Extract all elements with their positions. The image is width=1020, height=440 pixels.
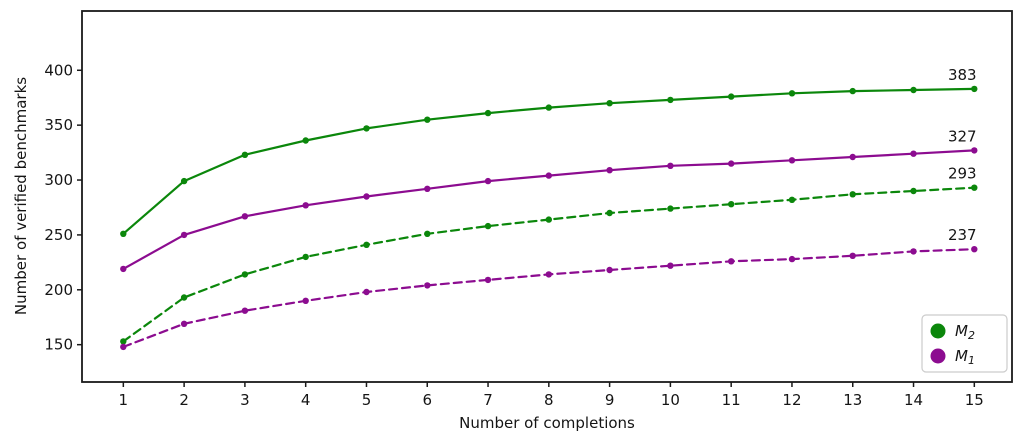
data-point-M1-dashed [484, 276, 492, 284]
plot-border [81, 10, 1013, 383]
x-tick-label: 1 [119, 391, 129, 409]
data-point-M1-dashed [667, 262, 674, 269]
x-tick-label: 5 [362, 391, 372, 409]
data-point-M1-dashed [424, 282, 431, 289]
x-tick-label: 9 [605, 391, 615, 409]
data-point-M1-solid [363, 193, 370, 200]
data-point-M1-dashed [241, 307, 249, 314]
data-point-M1-dashed [910, 248, 917, 255]
data-point-M1-dashed [971, 246, 978, 253]
data-point-M1-dashed [545, 271, 552, 278]
data-point-M1-dashed [728, 258, 735, 265]
data-point-M2-dashed [484, 222, 492, 230]
data-point-M1-solid [120, 265, 127, 273]
data-point-M2-solid [241, 151, 249, 158]
series-line-M1-solid [122, 149, 976, 270]
x-tick-label: 14 [904, 391, 923, 409]
data-point-M1-solid [728, 160, 735, 167]
x-tick-label: 11 [722, 391, 741, 409]
series-line-M2-dashed [122, 186, 976, 343]
data-point-M1-solid [424, 185, 431, 192]
y-tick-label: 400 [44, 61, 73, 79]
legend-label-subscript: 2 [968, 329, 975, 342]
x-tick-label: 3 [240, 391, 250, 409]
data-point-M1-solid [545, 172, 552, 179]
data-point-M2-solid [667, 96, 674, 104]
y-tick-label: 150 [44, 336, 73, 354]
endpoint-label-M1-dashed: 237 [948, 226, 977, 244]
data-point-M1-solid [910, 150, 917, 157]
data-point-M2-dashed [667, 205, 674, 212]
endpoint-label-M2-dashed: 293 [948, 165, 977, 183]
x-tick-label: 8 [544, 391, 554, 409]
y-tick-label: 250 [44, 226, 73, 244]
data-point-M2-dashed [849, 191, 856, 198]
data-point-M2-dashed [120, 338, 127, 345]
data-point-M1-solid [241, 213, 249, 220]
y-axis-label: Number of verified benchmarks [12, 77, 30, 315]
data-point-M2-solid [788, 90, 796, 97]
data-point-M2-solid [606, 100, 613, 107]
data-point-M2-dashed [424, 230, 431, 237]
data-point-M2-dashed [971, 184, 978, 191]
data-point-M2-dashed [606, 209, 613, 217]
y-tick-label: 350 [44, 116, 73, 134]
data-point-M2-dashed [363, 241, 370, 248]
data-point-M2-solid [424, 116, 431, 123]
data-point-M1-dashed [606, 266, 613, 274]
data-point-M2-dashed [302, 253, 309, 261]
data-point-M2-solid [484, 109, 492, 117]
x-tick-label: 6 [422, 391, 432, 409]
data-point-M2-solid [302, 137, 309, 144]
x-tick-label: 12 [782, 391, 801, 409]
data-point-M2-solid [545, 104, 552, 111]
data-point-M2-dashed [788, 196, 796, 203]
legend-swatch-m2 [930, 323, 946, 339]
data-point-M2-dashed [545, 216, 552, 223]
data-point-M1-solid [302, 202, 309, 209]
data-point-M1-solid [667, 162, 674, 169]
data-point-M2-solid [363, 125, 370, 132]
data-point-M1-solid [971, 147, 978, 154]
endpoint-label-M1-solid: 327 [948, 127, 977, 145]
x-tick-label: 15 [965, 391, 984, 409]
data-point-M2-dashed [910, 187, 917, 195]
data-point-M1-solid [849, 153, 856, 161]
data-point-M2-solid [180, 177, 188, 185]
data-point-M2-solid [120, 230, 127, 237]
data-point-M1-solid [180, 231, 188, 239]
data-point-M2-solid [728, 93, 735, 100]
x-axis-label: Number of completions [459, 414, 635, 432]
data-point-M2-dashed [728, 201, 735, 208]
data-point-M1-solid [606, 167, 613, 174]
data-point-M2-solid [910, 86, 917, 94]
y-tick-label: 200 [44, 281, 73, 299]
y-tick-label: 300 [44, 171, 73, 189]
x-tick-label: 7 [483, 391, 493, 409]
data-point-M1-solid [788, 157, 796, 164]
data-point-M2-dashed [180, 294, 188, 301]
data-point-M1-dashed [180, 320, 188, 327]
data-point-M1-dashed [302, 297, 309, 304]
data-point-M1-dashed [849, 252, 856, 259]
series-line-M1-dashed [122, 248, 976, 348]
data-point-M1-dashed [788, 255, 796, 263]
legend-label-subscript: 1 [968, 354, 975, 367]
data-point-M1-dashed [120, 343, 127, 351]
x-tick-label: 13 [843, 391, 862, 409]
data-point-M2-solid [849, 87, 856, 95]
data-point-M1-solid [484, 177, 492, 185]
data-point-M2-solid [971, 85, 978, 93]
x-tick-label: 2 [179, 391, 189, 409]
data-point-M2-dashed [241, 271, 249, 278]
x-tick-label: 4 [301, 391, 311, 409]
x-tick-label: 10 [661, 391, 680, 409]
data-point-M1-dashed [363, 288, 370, 296]
endpoint-label-M2-solid: 383 [948, 66, 977, 84]
legend-swatch-m1 [930, 348, 946, 364]
